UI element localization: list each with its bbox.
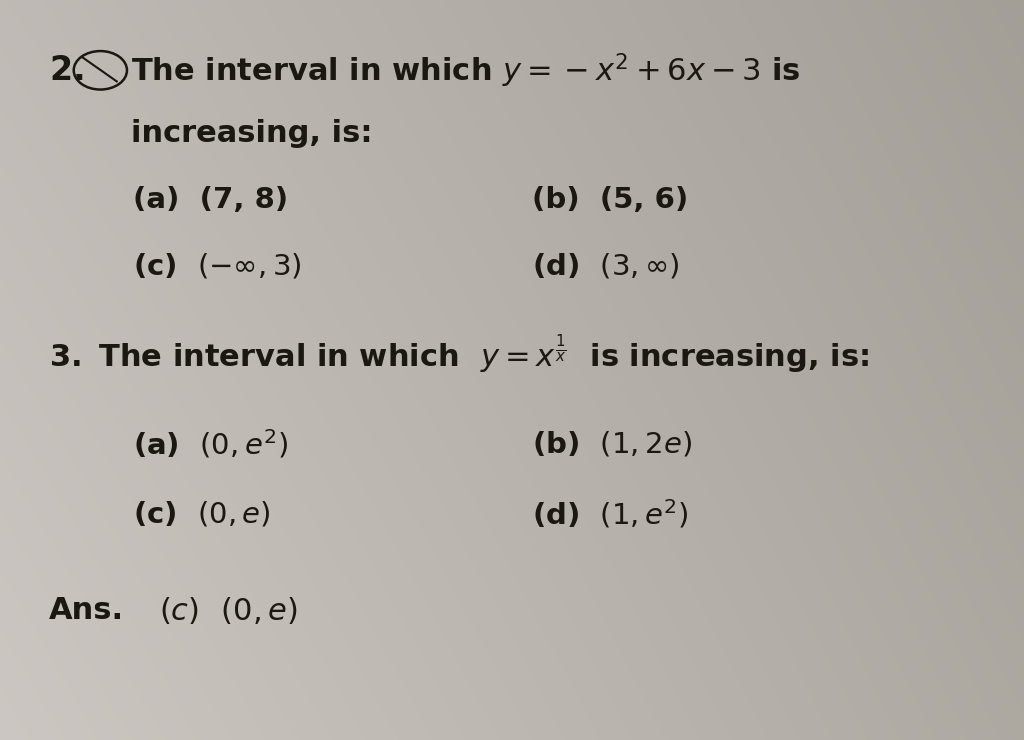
Text: (c)  $(0, e)$: (c) $(0, e)$ [133, 500, 271, 529]
Text: increasing, is:: increasing, is: [131, 118, 373, 148]
Text: $\mathbf{3.}$ The interval in which  $y = x^{\frac{1}{x}}$  is increasing, is:: $\mathbf{3.}$ The interval in which $y =… [49, 333, 869, 377]
Text: (c)  $(-\infty, 3)$: (c) $(-\infty, 3)$ [133, 252, 302, 281]
Text: (a)  (7, 8): (a) (7, 8) [133, 186, 288, 214]
Text: (b)  (5, 6): (b) (5, 6) [532, 186, 689, 214]
Text: $(c)$  $(0, e)$: $(c)$ $(0, e)$ [159, 595, 298, 626]
Text: (d)  $(1, e^2)$: (d) $(1, e^2)$ [532, 498, 689, 531]
Text: (a)  $(0, e^2)$: (a) $(0, e^2)$ [133, 428, 289, 460]
Text: (b)  $(1, 2e)$: (b) $(1, 2e)$ [532, 429, 692, 459]
Text: Ans.: Ans. [49, 596, 124, 625]
Text: The interval in which $y = -x^2 + 6x - 3$ is: The interval in which $y = -x^2 + 6x - 3… [131, 51, 801, 90]
Text: (d)  $(3, \infty)$: (d) $(3, \infty)$ [532, 252, 680, 281]
Text: $\mathbf{2.}$: $\mathbf{2.}$ [49, 54, 84, 87]
